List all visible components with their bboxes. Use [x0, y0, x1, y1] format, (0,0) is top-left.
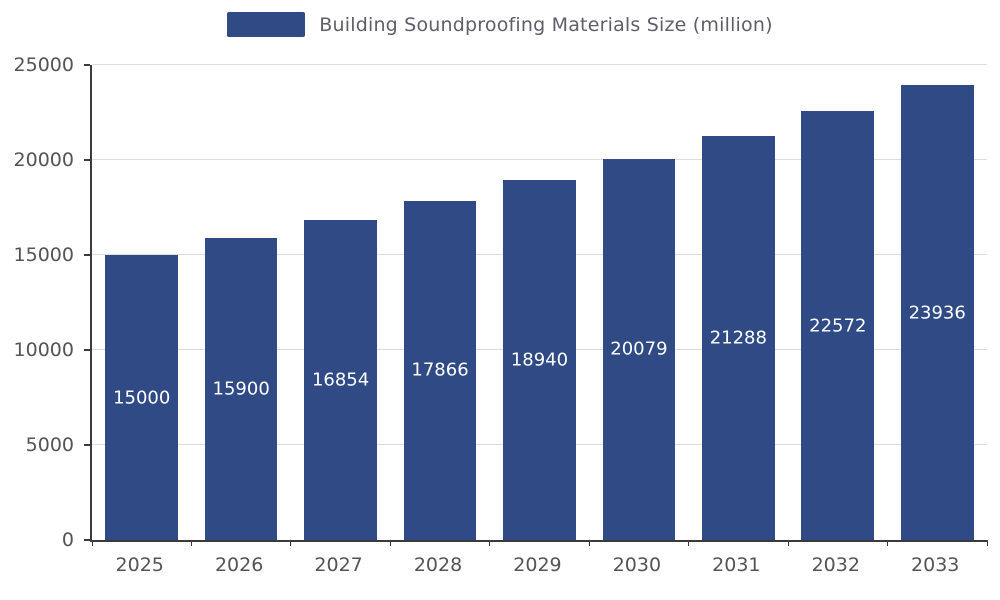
y-axis: 0 5000 10000 15000 20000 25000	[0, 54, 80, 551]
x-tick-label: 2028	[413, 554, 463, 576]
bar-slot: 15900	[191, 65, 290, 540]
gridline	[92, 159, 987, 160]
y-tick-label: 10000	[13, 339, 74, 361]
bar-value-label: 20079	[610, 338, 668, 360]
bar-value-label: 21288	[709, 327, 767, 349]
bar-value-label: 23936	[908, 302, 966, 324]
plot-area: 15000 15900 16854 17866 18940 20079 21288 22572…	[84, 64, 988, 546]
bar-2026: 15900	[204, 237, 278, 540]
bar-slot: 20079	[589, 65, 688, 540]
gridline	[92, 64, 987, 65]
y-tick-label: 0	[61, 529, 74, 551]
x-tick-mark	[688, 540, 690, 546]
y-tick-label: 25000	[13, 54, 74, 76]
bar-slot: 16854	[291, 65, 390, 540]
x-tick-mark	[787, 540, 789, 546]
x-tick-label: 2029	[513, 554, 562, 576]
bar-value-label: 15900	[212, 378, 270, 400]
x-axis: 2025 2026 2027 2028 2029 2030 2031 2032 2033	[90, 554, 985, 576]
bars-container: 15000 15900 16854 17866 18940 20079 21288 22572…	[92, 65, 987, 540]
x-tick-label: 2032	[811, 554, 860, 576]
bar-2025: 15000	[105, 255, 178, 540]
x-tick-mark	[190, 540, 192, 546]
bar-2027: 16854	[304, 219, 377, 540]
y-tick-mark	[84, 159, 90, 161]
bar-slot: 18940	[490, 65, 589, 540]
bar-slot: 21288	[689, 65, 788, 540]
y-tick-mark	[84, 444, 90, 446]
x-tick-mark	[489, 540, 491, 546]
legend-swatch	[227, 12, 306, 37]
y-tick-mark	[84, 349, 90, 351]
bar-2032: 22572	[801, 111, 875, 540]
y-tick-label: 5000	[25, 434, 74, 456]
bar-value-label: 17866	[411, 359, 469, 381]
x-tick-mark	[588, 540, 590, 546]
chart-legend[interactable]: Building Soundproofing Materials Size (m…	[0, 12, 1000, 37]
x-tick-mark	[887, 540, 889, 546]
x-tick-mark	[986, 540, 988, 546]
x-tick-label: 2031	[712, 554, 761, 576]
y-tick-label: 15000	[13, 244, 74, 266]
bar-value-label: 16854	[311, 369, 370, 391]
bar-slot: 17866	[390, 65, 489, 540]
x-tick-label: 2027	[314, 554, 363, 576]
bar-slot: 15000	[92, 65, 191, 540]
bar-value-label: 22572	[809, 315, 867, 337]
x-tick-mark	[389, 540, 391, 546]
x-tick-mark	[91, 540, 93, 546]
bar-2033: 23936	[900, 85, 974, 540]
x-tick-label: 2025	[115, 554, 164, 576]
bar-2028: 17866	[403, 200, 477, 540]
legend-label: Building Soundproofing Materials Size (m…	[319, 13, 773, 36]
y-tick-mark	[84, 64, 90, 66]
x-tick-mark	[290, 540, 292, 546]
bar-2030: 20079	[602, 158, 676, 540]
x-tick-label: 2033	[911, 554, 960, 576]
bar-value-label: 15000	[113, 387, 171, 408]
y-tick-mark	[84, 254, 90, 256]
bar-2031: 21288	[702, 135, 775, 540]
bar-value-label: 18940	[510, 349, 569, 371]
y-tick-mark	[84, 539, 90, 541]
x-tick-label: 2026	[214, 554, 264, 576]
y-tick-label: 20000	[13, 149, 74, 171]
x-tick-label: 2030	[612, 554, 662, 576]
bar-2029: 18940	[503, 180, 576, 540]
bar-slot: 22572	[788, 65, 887, 540]
bar-slot: 23936	[888, 65, 987, 540]
